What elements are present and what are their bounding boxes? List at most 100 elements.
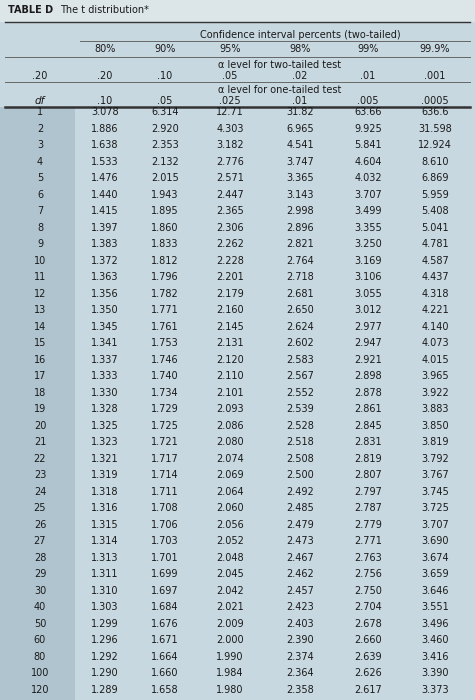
Text: 2.390: 2.390: [286, 636, 314, 645]
Text: 1.886: 1.886: [91, 124, 119, 134]
Text: 1.676: 1.676: [151, 619, 179, 629]
Bar: [0, 371, 75, 388]
Text: 3.767: 3.767: [421, 470, 449, 480]
Text: 3.250: 3.250: [354, 239, 382, 249]
Text: 2.920: 2.920: [151, 124, 179, 134]
Text: 2.015: 2.015: [151, 174, 179, 183]
Text: 1.363: 1.363: [91, 272, 119, 282]
Text: 1.699: 1.699: [151, 569, 179, 580]
Text: 3.365: 3.365: [286, 174, 314, 183]
Text: 13: 13: [34, 305, 46, 315]
Text: 2.000: 2.000: [216, 636, 244, 645]
Text: 2.086: 2.086: [216, 421, 244, 430]
Text: 3.690: 3.690: [421, 536, 449, 546]
Text: 2.977: 2.977: [354, 322, 382, 332]
Text: 8.610: 8.610: [421, 157, 449, 167]
Text: 1.289: 1.289: [91, 685, 119, 694]
Text: α level for one-tailed test: α level for one-tailed test: [218, 85, 342, 95]
Text: 14: 14: [34, 322, 46, 332]
Text: 2.552: 2.552: [286, 388, 314, 398]
Text: 4.303: 4.303: [216, 124, 244, 134]
Text: 1.761: 1.761: [151, 322, 179, 332]
Text: 1.372: 1.372: [91, 256, 119, 266]
Text: 1.984: 1.984: [216, 668, 244, 678]
Text: 10: 10: [34, 256, 46, 266]
Text: 1.714: 1.714: [151, 470, 179, 480]
Text: 2.021: 2.021: [216, 602, 244, 612]
Text: 3.747: 3.747: [286, 157, 314, 167]
Text: 2.467: 2.467: [286, 553, 314, 563]
Text: 2.624: 2.624: [286, 322, 314, 332]
Text: 6: 6: [37, 190, 43, 200]
Text: 1.296: 1.296: [91, 636, 119, 645]
Text: 1.717: 1.717: [151, 454, 179, 463]
Text: .001: .001: [424, 71, 446, 81]
Text: 1.782: 1.782: [151, 288, 179, 299]
Bar: [0, 685, 75, 700]
Text: 4.140: 4.140: [421, 322, 449, 332]
Text: 3.460: 3.460: [421, 636, 449, 645]
Text: 4.073: 4.073: [421, 338, 449, 349]
Text: 29: 29: [34, 569, 46, 580]
Text: 3.792: 3.792: [421, 454, 449, 463]
Text: 12.71: 12.71: [216, 107, 244, 117]
Text: 2.539: 2.539: [286, 405, 314, 414]
Text: 1.943: 1.943: [151, 190, 179, 200]
Text: 1.337: 1.337: [91, 355, 119, 365]
Text: 2.845: 2.845: [354, 421, 382, 430]
Text: 2.056: 2.056: [216, 519, 244, 530]
Text: 3.496: 3.496: [421, 619, 449, 629]
Bar: [0, 190, 75, 206]
Text: 3.416: 3.416: [421, 652, 449, 662]
Text: 2.479: 2.479: [286, 519, 314, 530]
Bar: [0, 437, 75, 454]
Text: 2.528: 2.528: [286, 421, 314, 430]
Text: 2.042: 2.042: [216, 586, 244, 596]
Text: 1.303: 1.303: [91, 602, 119, 612]
Text: 4.015: 4.015: [421, 355, 449, 365]
Text: .02: .02: [292, 71, 308, 81]
Text: 18: 18: [34, 388, 46, 398]
Text: 31.598: 31.598: [418, 124, 452, 134]
Text: 24: 24: [34, 486, 46, 497]
Text: 3.922: 3.922: [421, 388, 449, 398]
Text: 1.321: 1.321: [91, 454, 119, 463]
Text: 3.883: 3.883: [421, 405, 449, 414]
Text: 17: 17: [34, 371, 46, 382]
Text: 1.325: 1.325: [91, 421, 119, 430]
Text: 2.807: 2.807: [354, 470, 382, 480]
Text: 99.9%: 99.9%: [420, 44, 450, 54]
Text: 2.518: 2.518: [286, 438, 314, 447]
Text: 9.925: 9.925: [354, 124, 382, 134]
Text: 2.947: 2.947: [354, 338, 382, 349]
Text: 12.924: 12.924: [418, 140, 452, 150]
Text: 2.120: 2.120: [216, 355, 244, 365]
Text: 4.032: 4.032: [354, 174, 382, 183]
Text: TABLE D: TABLE D: [8, 5, 53, 15]
Text: 1.721: 1.721: [151, 438, 179, 447]
Text: 9: 9: [37, 239, 43, 249]
Text: 4.781: 4.781: [421, 239, 449, 249]
Text: 30: 30: [34, 586, 46, 596]
Text: 2.821: 2.821: [286, 239, 314, 249]
Text: 1: 1: [37, 107, 43, 117]
Text: .05: .05: [222, 71, 238, 81]
Text: 50: 50: [34, 619, 46, 629]
Text: 1.753: 1.753: [151, 338, 179, 349]
Text: 4.437: 4.437: [421, 272, 449, 282]
Bar: [0, 123, 75, 140]
Text: 2.819: 2.819: [354, 454, 382, 463]
Text: 4.604: 4.604: [354, 157, 382, 167]
Text: 2.626: 2.626: [354, 668, 382, 678]
Text: 2.750: 2.750: [354, 586, 382, 596]
Bar: [0, 404, 75, 421]
Text: 95%: 95%: [219, 44, 241, 54]
Text: 2.262: 2.262: [216, 239, 244, 249]
Text: 3.106: 3.106: [354, 272, 382, 282]
Text: 1.980: 1.980: [216, 685, 244, 694]
Text: 3.965: 3.965: [421, 371, 449, 382]
Text: 20: 20: [34, 421, 46, 430]
Text: 2.878: 2.878: [354, 388, 382, 398]
Bar: [0, 354, 75, 371]
Text: .01: .01: [361, 71, 376, 81]
